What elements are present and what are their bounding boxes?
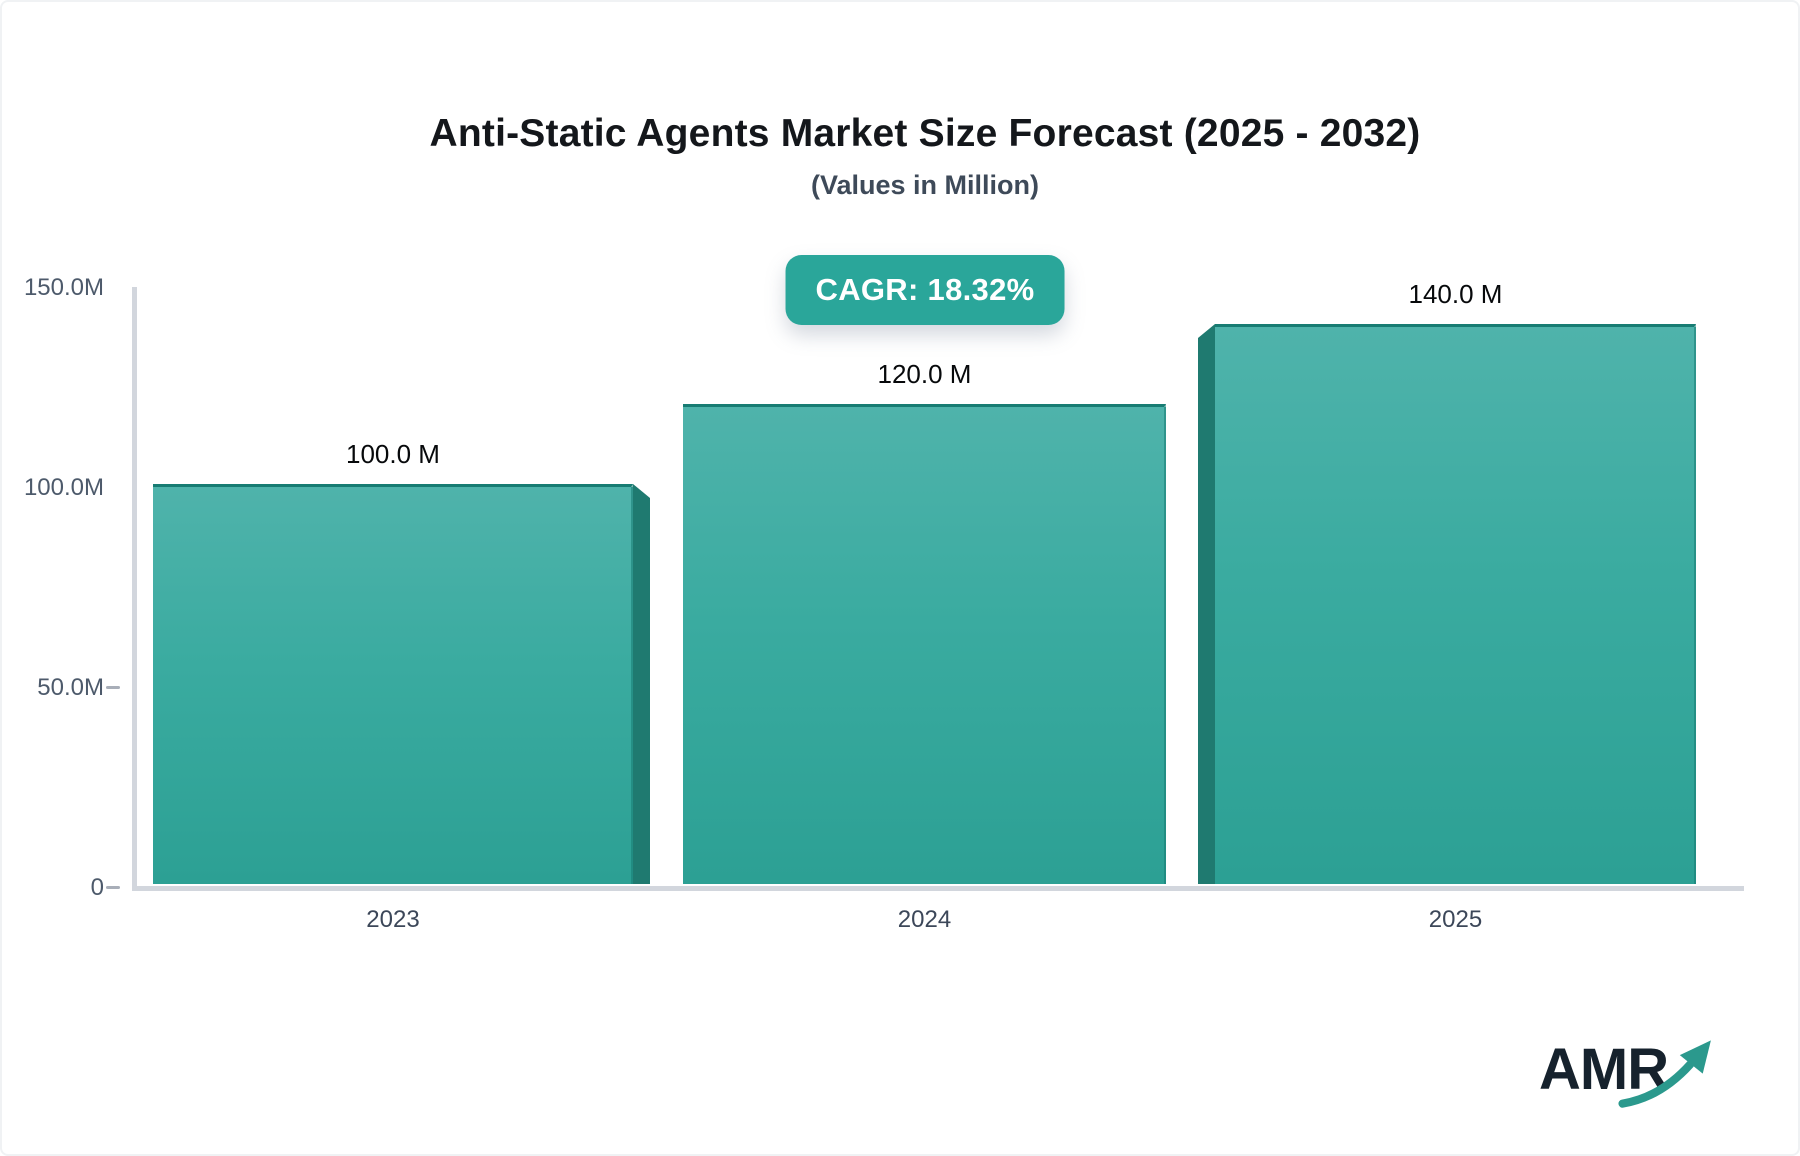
y-tick-50: 50.0M [2,674,120,702]
bar-2023 [153,484,633,884]
amr-logo-text: AMR [1539,1037,1669,1102]
x-axis-label-2023: 2023 [366,906,420,933]
bar-2024 [683,404,1166,884]
bar-value-label-2023: 100.0 M [346,439,440,469]
bar-3d-side-2025 [1198,324,1215,884]
cagr-badge: CAGR: 18.32% [785,255,1065,325]
y-tick-100: 100.0M [2,474,104,502]
y-tick-0: 0 [2,874,120,902]
chart-subtitle: (Values in Million) [810,170,1040,200]
tick-dash [106,886,120,889]
bar-value-label-2025: 140.0 M [1408,279,1503,309]
x-axis-label-2025: 2025 [1428,906,1483,933]
y-tick-label: 0 [90,874,104,901]
bar-3d-side-2023 [633,484,650,884]
bar-value-label-2024: 120.0 M [877,359,972,389]
y-tick-150: 150.0M [2,274,104,302]
growth-arrow-icon [1618,1040,1711,1108]
tick-dash [106,686,120,689]
y-tick-label: 50.0M [37,674,104,701]
bar-2025 [1215,324,1696,884]
y-axis-line [132,287,137,888]
y-tick-label: 150.0M [23,274,104,301]
chart-title: Anti-Static Agents Market Size Forecast … [429,112,1421,155]
x-axis-line [132,886,1744,891]
y-tick-label: 100.0M [23,474,104,501]
x-axis-label-2024: 2024 [897,906,952,933]
amr-logo: AMR [1539,1040,1719,1120]
